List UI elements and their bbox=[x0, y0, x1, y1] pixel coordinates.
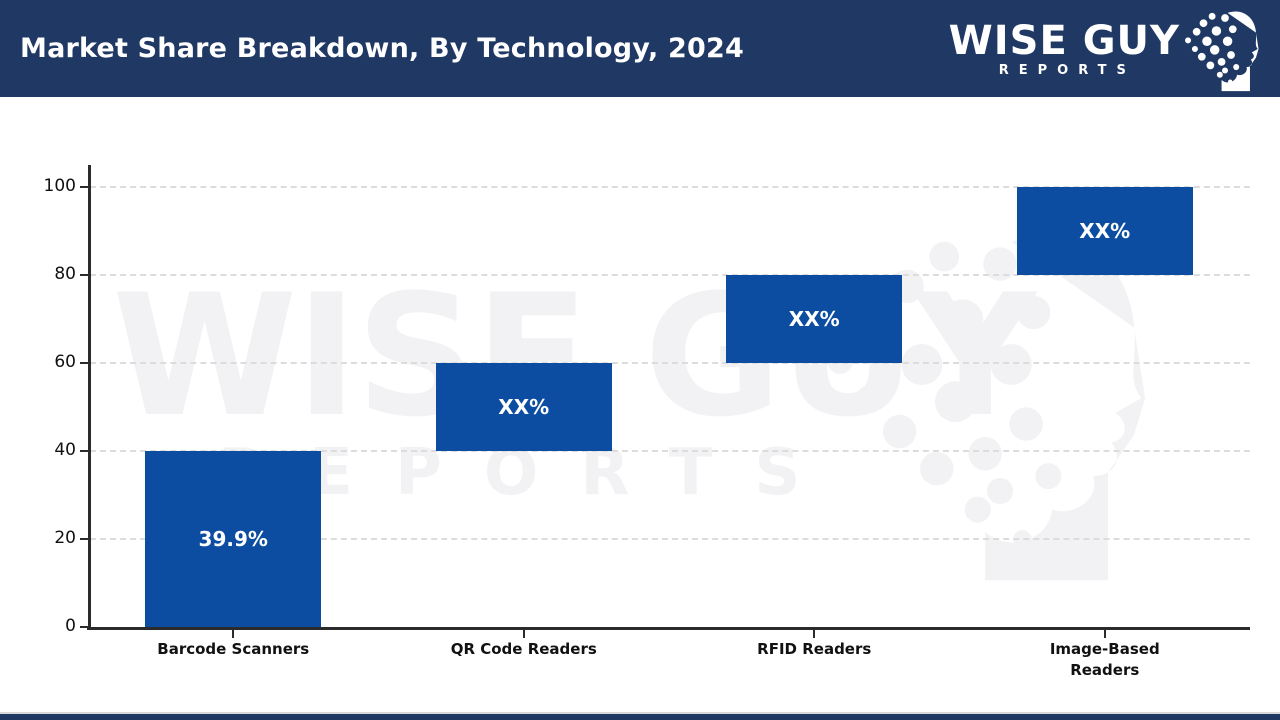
bar-value-label: XX% bbox=[498, 395, 550, 420]
gridline-80 bbox=[90, 274, 1250, 276]
x-tick-label-1: QR Code Readers bbox=[450, 640, 597, 658]
x-tick-label-0: Barcode Scanners bbox=[157, 640, 310, 658]
gridline-40 bbox=[90, 450, 1250, 452]
bar-value-label: XX% bbox=[788, 307, 840, 331]
x-tick-label-3: Image-Based Readers bbox=[1049, 640, 1160, 679]
y-tick-label-100: 100 bbox=[43, 176, 76, 196]
x-tick-3 bbox=[1103, 630, 1106, 638]
x-tick-2 bbox=[813, 630, 816, 638]
page-title: Market Share Breakdown, By Technology, 2… bbox=[20, 33, 745, 64]
y-tick-100 bbox=[80, 186, 88, 188]
y-tick-60 bbox=[80, 362, 88, 364]
x-tick-1 bbox=[522, 630, 525, 638]
y-tick-label-0: 0 bbox=[65, 616, 76, 636]
bar-qr-code-readers: XX% bbox=[435, 363, 612, 452]
bar-value-label: XX% bbox=[1079, 219, 1131, 243]
bar-image-based-readers: XX% bbox=[1016, 187, 1193, 275]
brand-logo: WISE GUY REPORTS bbox=[949, 6, 1262, 92]
footer-strip bbox=[0, 712, 1280, 720]
logo-face-icon bbox=[1185, 11, 1259, 91]
bar-value-label: 39.9% bbox=[198, 527, 268, 552]
y-axis-line bbox=[88, 165, 91, 630]
x-axis-line bbox=[87, 627, 1250, 630]
gridline-20 bbox=[90, 538, 1250, 540]
gridline-60 bbox=[90, 362, 1250, 364]
bar-barcode-scanners: 39.9% bbox=[145, 451, 322, 627]
gridline-100 bbox=[90, 186, 1250, 188]
y-tick-20 bbox=[80, 538, 88, 540]
x-tick-label-2: RFID Readers bbox=[757, 640, 872, 658]
y-tick-label-40: 40 bbox=[54, 440, 76, 460]
logo-subtext: REPORTS bbox=[998, 62, 1136, 78]
y-tick-0 bbox=[80, 626, 88, 628]
y-tick-label-60: 60 bbox=[54, 352, 76, 372]
y-tick-40 bbox=[80, 450, 88, 452]
logo-wordmark: WISE GUY bbox=[948, 17, 1180, 64]
x-tick-0 bbox=[232, 630, 235, 638]
y-tick-label-80: 80 bbox=[54, 264, 76, 284]
y-tick-80 bbox=[80, 274, 88, 276]
bar-rfid-readers: XX% bbox=[726, 275, 903, 363]
header-bar: Market Share Breakdown, By Technology, 2… bbox=[0, 0, 1280, 97]
y-tick-label-20: 20 bbox=[54, 528, 76, 548]
